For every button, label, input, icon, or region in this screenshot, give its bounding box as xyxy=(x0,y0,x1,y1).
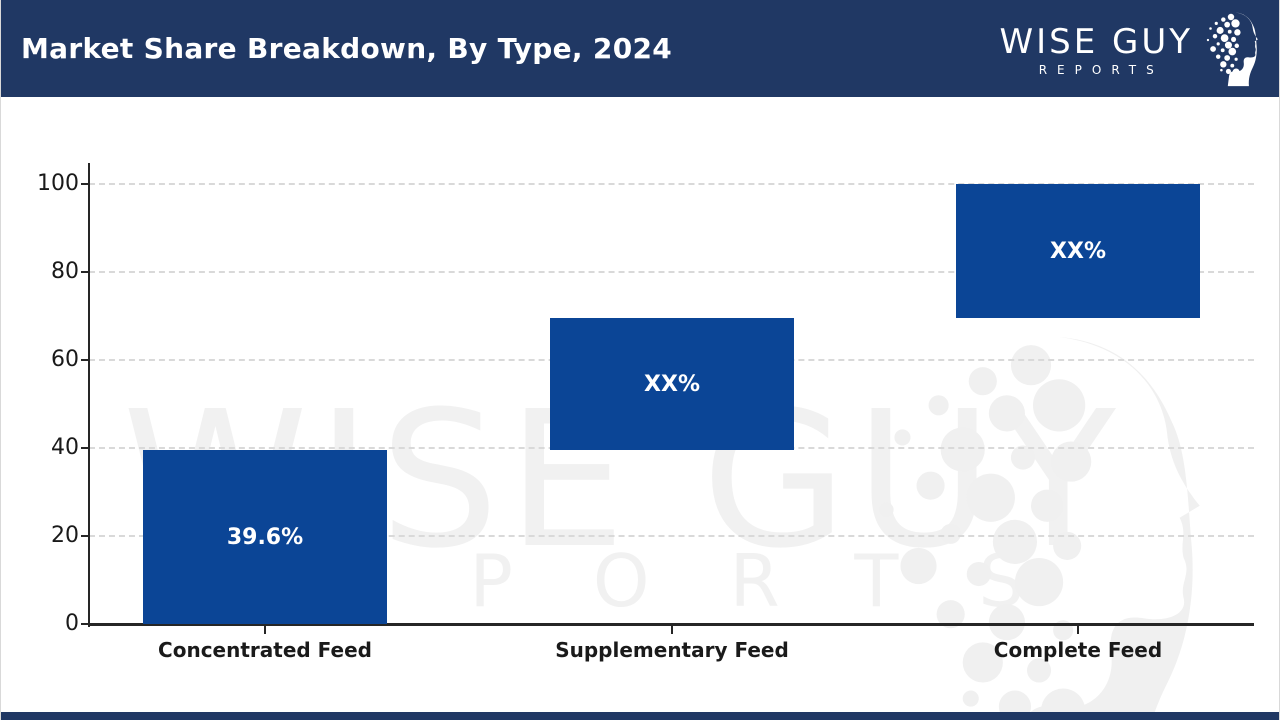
x-tick-mark-2 xyxy=(671,626,673,634)
y-tick-label-20: 20 xyxy=(51,523,79,548)
y-tick-mark-60 xyxy=(81,359,89,361)
logo-text: WISE GUY REPORTS xyxy=(999,25,1193,76)
bar-1-concentrated-feed: 39.6% xyxy=(143,450,387,624)
y-tick-label-100: 100 xyxy=(37,171,79,196)
x-category-label-3: Complete Feed xyxy=(993,638,1163,662)
x-tick-mark-1 xyxy=(264,626,266,634)
bar-3-complete-feed: XX% xyxy=(956,184,1200,318)
y-tick-mark-100 xyxy=(81,183,89,185)
bar-value-label: XX% xyxy=(644,371,700,397)
y-tick-label-40: 40 xyxy=(51,435,79,460)
x-tick-mark-3 xyxy=(1077,626,1079,634)
head-profile-dots-icon xyxy=(1199,10,1263,88)
bar-2-supplementary-feed: XX% xyxy=(550,318,794,450)
footer-bar xyxy=(1,712,1279,720)
x-category-label-2: Supplementary Feed xyxy=(555,638,789,662)
y-axis-line xyxy=(88,163,90,627)
y-tick-mark-0 xyxy=(81,623,89,625)
logo-wordmark: WISE GUY xyxy=(999,22,1193,62)
y-tick-mark-40 xyxy=(81,447,89,449)
bar-value-label: XX% xyxy=(1050,238,1106,264)
chart-title: Market Share Breakdown, By Type, 2024 xyxy=(21,32,673,65)
y-tick-label-0: 0 xyxy=(65,611,79,636)
plot-area: WISE GUY REPORTS 0 20 40 60 80 100 39.6% Concen… xyxy=(1,97,1279,712)
gridline-y-20 xyxy=(89,535,1254,537)
x-category-label-1: Concentrated Feed xyxy=(158,638,372,662)
gridline-y-100 xyxy=(89,183,1254,185)
wiseguy-logo: WISE GUY REPORTS xyxy=(999,10,1263,88)
gridline-y-80 xyxy=(89,271,1254,273)
header-banner: Market Share Breakdown, By Type, 2024 WI… xyxy=(1,0,1279,97)
bar-value-label: 39.6% xyxy=(226,524,304,550)
y-tick-label-80: 80 xyxy=(51,259,79,284)
plot-region: 0 20 40 60 80 100 39.6% Concentrated Feed XX% Sup… xyxy=(1,97,1279,712)
y-tick-label-60: 60 xyxy=(51,347,79,372)
logo-subtitle: REPORTS xyxy=(1038,63,1164,77)
x-axis-line xyxy=(88,623,1254,626)
y-tick-mark-80 xyxy=(81,271,89,273)
y-tick-mark-20 xyxy=(81,535,89,537)
